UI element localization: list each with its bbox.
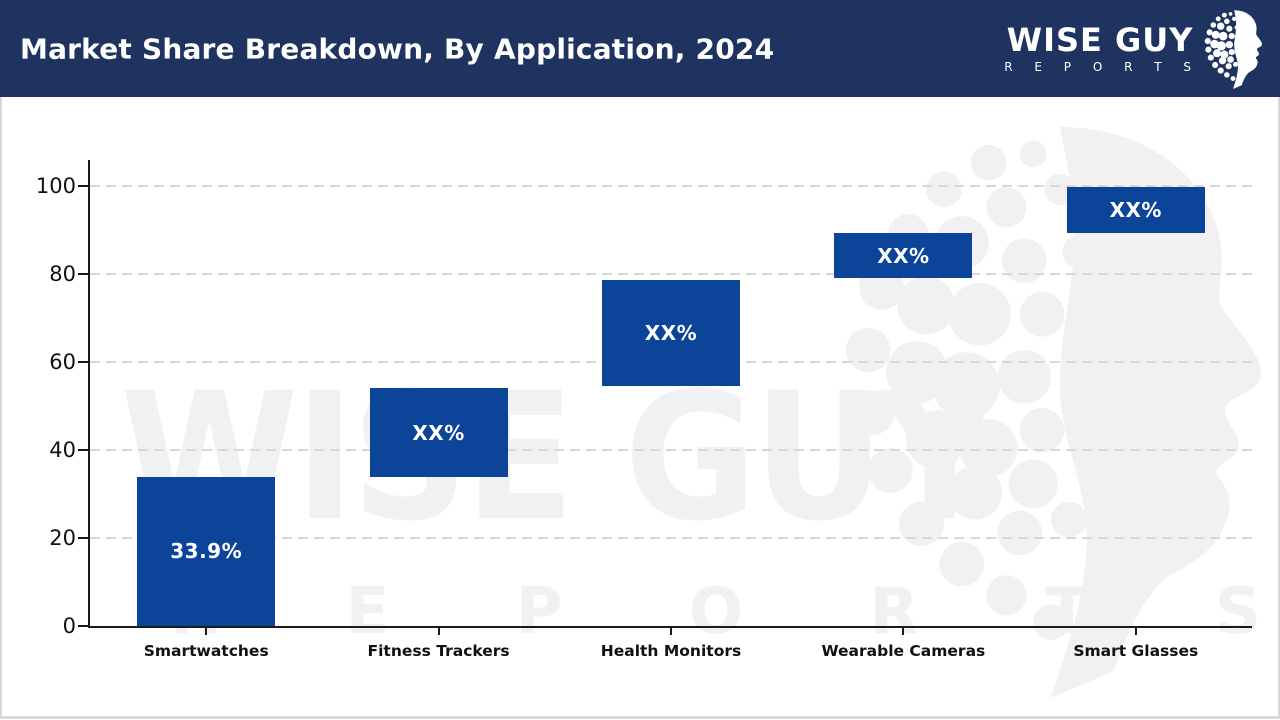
y-tick-mark	[78, 273, 88, 276]
y-gridline	[90, 185, 1252, 188]
y-gridline	[90, 449, 1252, 452]
bar-value-label: XX%	[644, 321, 698, 346]
x-tick-label: Health Monitors	[600, 642, 742, 660]
y-gridline	[90, 537, 1252, 540]
y-tick-label: 80	[49, 262, 76, 287]
y-tick-label: 100	[35, 174, 76, 199]
brand-logo: WISE GUY R E P O R T S	[1000, 8, 1264, 90]
x-tick-mark	[437, 626, 440, 635]
header-bar: Market Share Breakdown, By Application, …	[0, 0, 1280, 97]
x-tick-mark	[205, 626, 208, 635]
bar-value-label: XX%	[877, 243, 930, 268]
y-tick-label: 40	[49, 438, 76, 463]
plot-area: 0 20 40 60 80 100 33.9% Smartwatches XX% Fitness …	[36, 160, 1252, 660]
y-tick-mark	[78, 361, 88, 364]
x-tick-mark	[670, 626, 672, 635]
y-tick-mark	[78, 185, 88, 188]
x-tick-mark	[1134, 626, 1137, 635]
x-tick-label: Wearable Cameras	[821, 642, 986, 660]
y-tick-mark	[78, 625, 88, 627]
brand-subtitle: R E P O R T S	[1004, 60, 1200, 74]
bar: XX%	[369, 388, 508, 477]
brand-name: WISE GUY	[1006, 21, 1194, 59]
y-gridline	[90, 273, 1252, 276]
wiseguy-face-icon	[1204, 10, 1262, 89]
bar-value-label: XX%	[1109, 198, 1162, 223]
y-tick-mark	[78, 537, 88, 540]
bar: XX%	[834, 233, 973, 278]
x-tick-label: Smart Glasses	[1073, 642, 1199, 660]
bar-value-label: XX%	[412, 420, 465, 445]
bar: 33.9%	[137, 476, 276, 626]
bar: XX%	[1066, 187, 1205, 233]
x-tick-label: Smartwatches	[143, 642, 269, 660]
x-tick-mark	[902, 626, 905, 635]
y-tick-mark	[78, 449, 88, 452]
page-title: Market Share Breakdown, By Application, …	[20, 32, 775, 65]
y-tick-label: 20	[49, 526, 76, 551]
bar: XX%	[602, 280, 740, 387]
y-tick-label: 0	[62, 614, 76, 638]
brand-logo-text: WISE GUY R E P O R T S	[1000, 24, 1200, 74]
x-tick-label: Fitness Trackers	[367, 642, 510, 660]
bar-value-label: 33.9%	[170, 539, 243, 564]
y-tick-label: 60	[49, 350, 76, 375]
